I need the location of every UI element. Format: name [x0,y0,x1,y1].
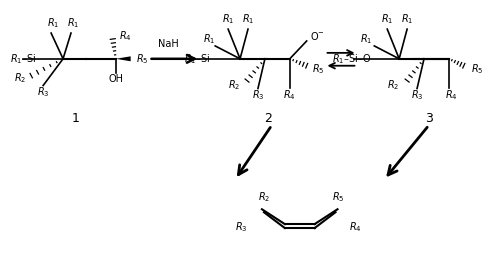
Text: $R_4$: $R_4$ [118,29,132,43]
Text: $R_4$: $R_4$ [444,88,457,102]
Text: OH: OH [108,74,123,84]
Text: $R_1$: $R_1$ [401,12,413,26]
Text: $R_1$: $R_1$ [360,32,372,46]
Text: 3: 3 [425,112,433,125]
Text: $R_1$–Si: $R_1$–Si [10,52,36,66]
Text: $R_1$–Si: $R_1$–Si [184,52,210,66]
Text: $R_3$: $R_3$ [252,88,264,102]
Text: $R_2$: $R_2$ [387,79,399,93]
Text: $R_1$: $R_1$ [381,12,394,26]
Text: O$^{-}$: O$^{-}$ [310,30,324,42]
Text: 1: 1 [72,112,80,125]
Text: $R_1$–Si–O: $R_1$–Si–O [332,52,372,66]
Text: $R_1$: $R_1$ [67,16,79,30]
Text: $R_3$: $R_3$ [236,220,248,234]
Text: $R_4$: $R_4$ [284,88,296,102]
Text: NaH: NaH [158,39,179,49]
Text: $R_2$: $R_2$ [228,79,240,93]
Text: $R_2$: $R_2$ [258,191,270,204]
Text: $R_1$: $R_1$ [222,12,234,26]
Text: $R_1$: $R_1$ [242,12,254,26]
Text: $R_1$: $R_1$ [47,16,60,30]
Text: 2: 2 [264,112,272,125]
Text: $R_5$: $R_5$ [471,62,484,76]
Text: $R_3$: $R_3$ [411,88,424,102]
Text: $R_3$: $R_3$ [37,85,50,99]
Polygon shape [116,56,130,61]
Text: $R_5$: $R_5$ [332,191,344,204]
Text: $R_1$: $R_1$ [203,32,215,46]
Text: $R_5$: $R_5$ [136,52,148,66]
Text: $R_2$: $R_2$ [14,72,26,85]
Text: $R_4$: $R_4$ [350,220,362,234]
Text: $R_5$: $R_5$ [312,62,324,76]
